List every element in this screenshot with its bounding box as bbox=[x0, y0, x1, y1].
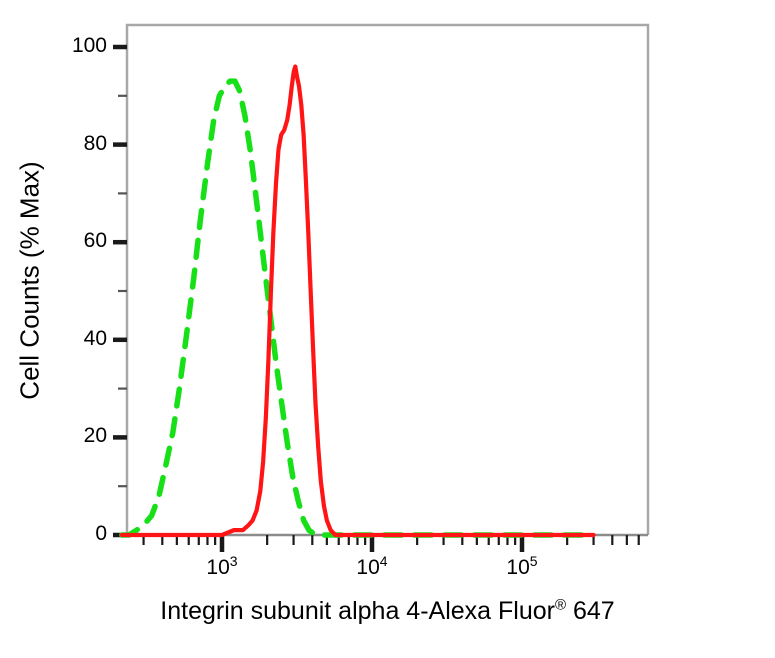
y-axis-ticks bbox=[113, 44, 127, 538]
x-tick-exponent: 3 bbox=[229, 553, 238, 569]
series-curve-isotype-control bbox=[119, 78, 597, 538]
x-tick-mantissa: 10 bbox=[206, 556, 230, 579]
y-tick-label-60: 60 bbox=[83, 229, 107, 253]
x-tick-label-1e4: 104 bbox=[337, 553, 407, 580]
y-tick-label-20: 20 bbox=[83, 424, 107, 448]
x-axis-label-main: Integrin subunit alpha 4-Alexa Fluor bbox=[160, 596, 555, 625]
x-tick-label-1e3: 103 bbox=[187, 553, 257, 580]
series-curve-integrin-alpha-4-stained bbox=[119, 64, 596, 538]
registered-trademark-icon: ® bbox=[554, 596, 567, 614]
x-axis-label-wrapper: Integrin subunit alpha 4-Alexa Fluor® 64… bbox=[0, 588, 775, 634]
x-tick-label-1e5: 105 bbox=[487, 553, 557, 580]
x-axis-label-tail: 647 bbox=[566, 596, 615, 625]
y-tick-label-40: 40 bbox=[83, 326, 107, 350]
y-axis-label-wrapper: Cell Counts (% Max) bbox=[0, 0, 60, 560]
x-tick-exponent: 5 bbox=[529, 553, 538, 569]
plot-frame bbox=[125, 23, 650, 535]
y-tick-label-100: 100 bbox=[71, 34, 107, 57]
x-tick-mantissa: 10 bbox=[356, 556, 380, 579]
x-axis-label: Integrin subunit alpha 4-Alexa Fluor® 64… bbox=[160, 597, 614, 626]
y-axis-label: Cell Counts (% Max) bbox=[14, 160, 45, 400]
x-tick-mantissa: 10 bbox=[506, 556, 530, 579]
x-tick-exponent: 4 bbox=[379, 553, 388, 569]
y-tick-label-80: 80 bbox=[83, 131, 107, 155]
y-tick-label-0: 0 bbox=[95, 522, 107, 545]
